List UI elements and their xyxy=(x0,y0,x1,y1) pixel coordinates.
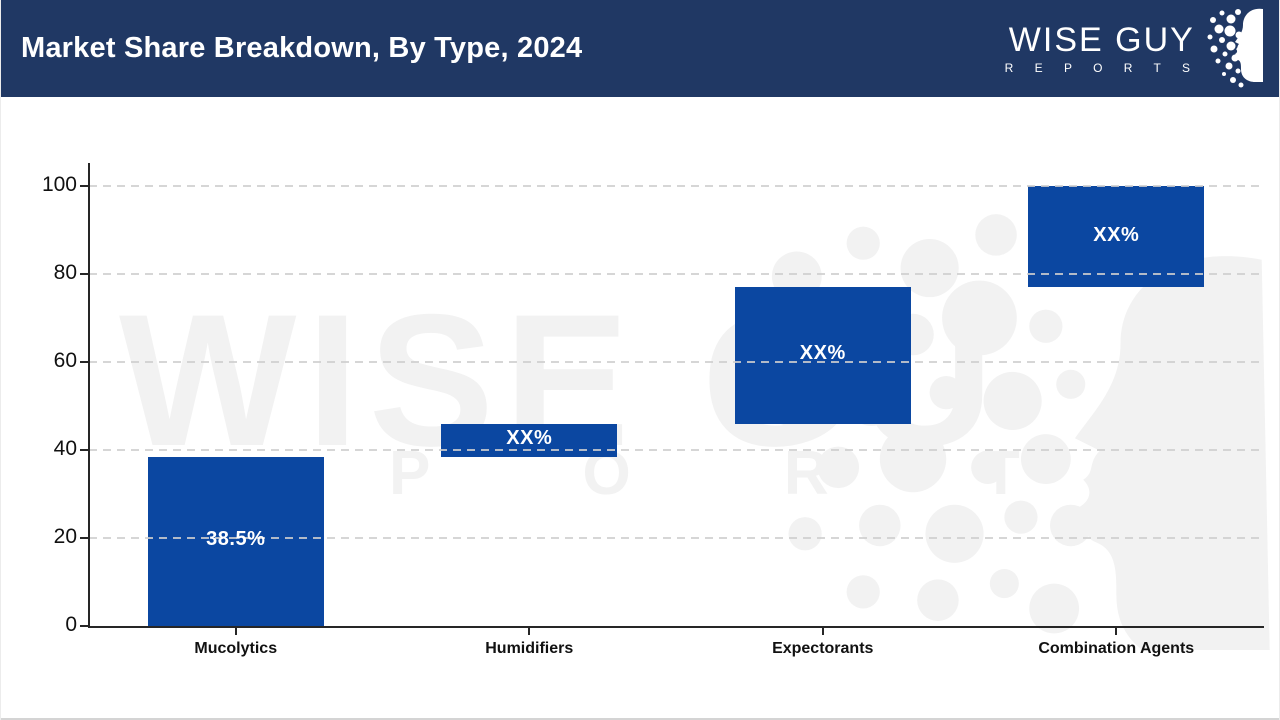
y-axis-tick-label: 0 xyxy=(65,613,77,636)
y-axis-tick xyxy=(80,537,88,539)
gridline-60 xyxy=(89,361,1263,363)
y-axis-tick-label: 60 xyxy=(53,349,77,372)
bar-value-label: XX% xyxy=(506,427,553,450)
y-axis-tick-label: 100 xyxy=(41,173,77,196)
gridline-100 xyxy=(89,185,1263,187)
y-axis-tick xyxy=(80,449,88,451)
bar-value-label: XX% xyxy=(1093,223,1140,246)
y-axis-line xyxy=(88,163,90,628)
x-axis-tick xyxy=(1115,628,1118,635)
logo-wordmark: WISE GUY xyxy=(1008,21,1195,59)
bar-expectorants xyxy=(734,287,911,424)
y-axis-tick xyxy=(80,625,88,627)
gridline-40 xyxy=(89,449,1263,451)
y-axis-tick xyxy=(80,361,88,363)
logo-head-icon xyxy=(1207,8,1263,87)
y-axis-tick-label: 80 xyxy=(53,261,77,284)
bottom-border xyxy=(1,718,1279,720)
y-axis-tick xyxy=(80,273,88,275)
bar-humidifiers xyxy=(441,423,618,457)
category-label-combination-agents: Combination Agents xyxy=(1038,640,1195,657)
gridline-20 xyxy=(89,537,1263,539)
chart-title: Market Share Breakdown, By Type, 2024 xyxy=(21,32,583,64)
bar-combination-agents xyxy=(1028,186,1205,288)
y-axis-tick xyxy=(80,185,88,187)
y-axis-tick-label: 40 xyxy=(53,437,77,460)
header-bar: Market Share Breakdown, By Type, 2024 WI… xyxy=(1,0,1279,97)
gridline-80 xyxy=(89,273,1263,275)
x-axis-tick xyxy=(234,628,237,635)
x-axis-tick xyxy=(821,628,824,635)
category-label-humidifiers: Humidifiers xyxy=(485,640,574,657)
y-axis-tick-label: 20 xyxy=(53,525,77,548)
x-axis-tick xyxy=(528,628,531,635)
category-label-expectorants: Expectorants xyxy=(772,640,874,657)
bar-value-label: XX% xyxy=(799,342,846,365)
wise-guy-logo: WISE GUY R E P O R T S xyxy=(1005,6,1265,92)
logo-text: WISE GUY R E P O R T S xyxy=(1005,23,1199,74)
x-axis-line xyxy=(88,626,1264,628)
bar-mucolytics xyxy=(147,456,324,626)
bar-value-label: 38.5% xyxy=(206,528,266,551)
logo-subtext: R E P O R T S xyxy=(1004,61,1199,75)
category-label-mucolytics: Mucolytics xyxy=(194,640,278,657)
